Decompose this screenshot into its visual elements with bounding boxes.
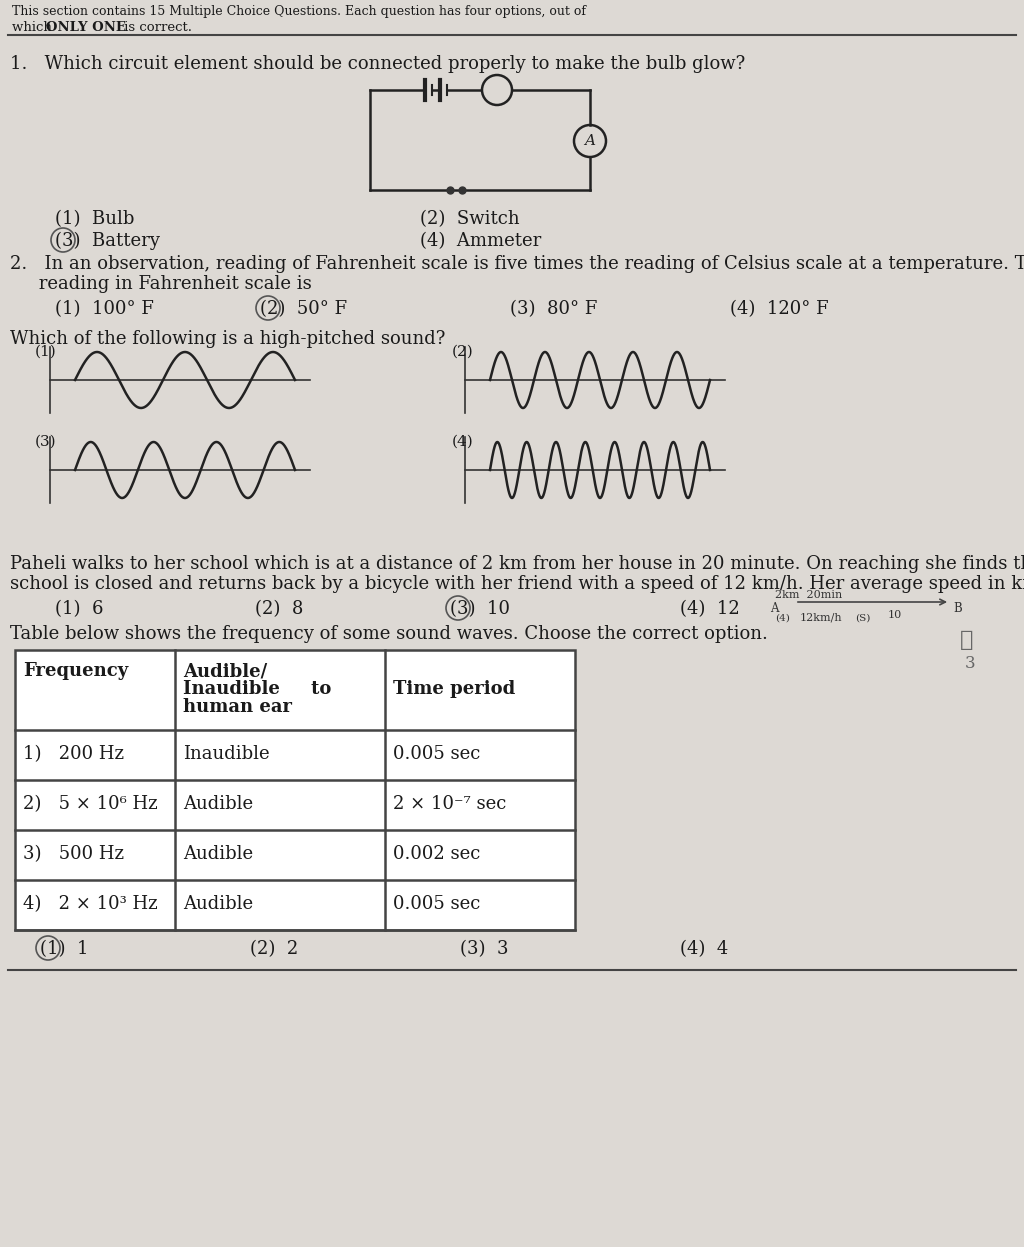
Text: 0.005 sec: 0.005 sec xyxy=(393,744,480,763)
Text: 10: 10 xyxy=(888,610,902,620)
Text: (1)  Bulb: (1) Bulb xyxy=(55,209,134,228)
Text: 2km  20min: 2km 20min xyxy=(775,590,843,600)
Text: (2)  8: (2) 8 xyxy=(255,600,303,619)
Text: 0.002 sec: 0.002 sec xyxy=(393,845,480,863)
Text: ONLY ONE: ONLY ONE xyxy=(46,21,126,34)
Text: (4)  4: (4) 4 xyxy=(680,940,728,958)
Text: (2)  Switch: (2) Switch xyxy=(420,209,519,228)
Text: (2)  50° F: (2) 50° F xyxy=(260,301,347,318)
Text: (1)  1: (1) 1 xyxy=(40,940,88,958)
Text: (3)  10: (3) 10 xyxy=(450,600,510,619)
Text: (4): (4) xyxy=(775,614,790,624)
Bar xyxy=(15,650,575,930)
Text: 等: 等 xyxy=(961,630,974,650)
Text: (2): (2) xyxy=(452,345,474,359)
Text: 12km/h: 12km/h xyxy=(800,612,843,622)
Bar xyxy=(15,650,575,930)
Text: 1.   Which circuit element should be connected properly to make the bulb glow?: 1. Which circuit element should be conne… xyxy=(10,55,745,74)
Text: (2)  2: (2) 2 xyxy=(250,940,298,958)
Text: (1)  100° F: (1) 100° F xyxy=(55,301,154,318)
Text: A: A xyxy=(770,602,778,615)
Text: (1): (1) xyxy=(35,345,56,359)
Text: (3)  Battery: (3) Battery xyxy=(55,232,160,251)
Text: Frequency: Frequency xyxy=(23,662,128,680)
Text: 3: 3 xyxy=(965,655,976,672)
Text: school is closed and returns back by a bicycle with her friend with a speed of 1: school is closed and returns back by a b… xyxy=(10,575,1024,594)
Text: 4)   2 × 10³ Hz: 4) 2 × 10³ Hz xyxy=(23,895,158,913)
Text: is correct.: is correct. xyxy=(120,21,193,34)
Text: Table below shows the frequency of some sound waves. Choose the correct option.: Table below shows the frequency of some … xyxy=(10,625,768,643)
Text: (3)  80° F: (3) 80° F xyxy=(510,301,597,318)
Text: Audible: Audible xyxy=(183,845,253,863)
Text: which: which xyxy=(12,21,56,34)
Text: Time period: Time period xyxy=(393,680,515,698)
Text: (4)  Ammeter: (4) Ammeter xyxy=(420,232,542,249)
Text: Audible: Audible xyxy=(183,895,253,913)
Text: (4): (4) xyxy=(452,435,474,449)
Text: Inaudible: Inaudible xyxy=(183,744,269,763)
Text: (3)  3: (3) 3 xyxy=(460,940,509,958)
Text: Audible/: Audible/ xyxy=(183,662,267,680)
Text: reading in Fahrenheit scale is: reading in Fahrenheit scale is xyxy=(10,276,311,293)
Text: 1)   200 Hz: 1) 200 Hz xyxy=(23,744,124,763)
Text: (4)  12: (4) 12 xyxy=(680,600,739,619)
Text: (S): (S) xyxy=(855,614,870,624)
Text: Which of the following is a high-pitched sound?: Which of the following is a high-pitched… xyxy=(10,330,445,348)
Text: Inaudible     to: Inaudible to xyxy=(183,680,332,698)
Text: (1)  6: (1) 6 xyxy=(55,600,103,619)
Text: 2)   5 × 10⁶ Hz: 2) 5 × 10⁶ Hz xyxy=(23,796,158,813)
Text: 2.   In an observation, reading of Fahrenheit scale is five times the reading of: 2. In an observation, reading of Fahrenh… xyxy=(10,254,1024,273)
Text: B: B xyxy=(953,602,962,615)
Text: 0.005 sec: 0.005 sec xyxy=(393,895,480,913)
Text: 3)   500 Hz: 3) 500 Hz xyxy=(23,845,124,863)
Text: (3): (3) xyxy=(35,435,56,449)
Text: Audible: Audible xyxy=(183,796,253,813)
Text: A: A xyxy=(585,133,596,148)
Text: This section contains 15 Multiple Choice Questions. Each question has four optio: This section contains 15 Multiple Choice… xyxy=(12,5,586,17)
Text: (4)  120° F: (4) 120° F xyxy=(730,301,828,318)
Text: human ear: human ear xyxy=(183,698,292,716)
Text: Paheli walks to her school which is at a distance of 2 km from her house in 20 m: Paheli walks to her school which is at a… xyxy=(10,555,1024,574)
Text: 2 × 10⁻⁷ sec: 2 × 10⁻⁷ sec xyxy=(393,796,507,813)
